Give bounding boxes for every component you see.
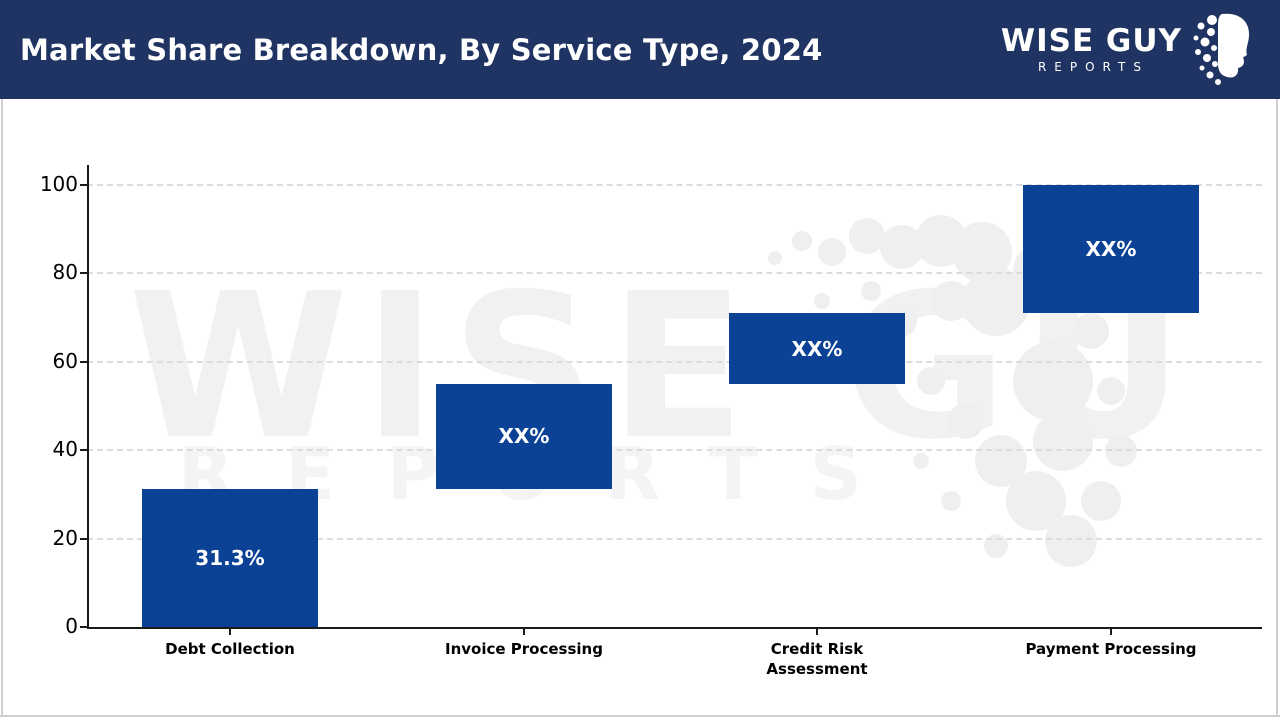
- y-axis-tick-mark: [80, 360, 87, 363]
- page-title: Market Share Breakdown, By Service Type,…: [20, 32, 823, 67]
- y-axis-tick-mark: [80, 272, 87, 275]
- x-axis-line: [87, 627, 1262, 629]
- x-axis-tick-mark: [1110, 629, 1112, 635]
- gridline-y-80: [87, 272, 1262, 275]
- bar-invoice-processing: XX%: [436, 383, 612, 489]
- image-border-right: [1276, 99, 1278, 715]
- y-axis-tick-mark: [80, 449, 87, 452]
- x-axis-category-label: Debt Collection: [165, 640, 295, 658]
- y-axis-tick-label: 80: [52, 260, 78, 285]
- logo-text: WISE GUY REPORTS: [1000, 23, 1182, 74]
- x-axis-category-label: Credit Risk Assessment: [766, 640, 868, 679]
- wise-guy-reports-logo: WISE GUY REPORTS: [1001, 10, 1254, 90]
- bar-value-label: 31.3%: [195, 545, 265, 570]
- y-axis-tick-label: 0: [65, 614, 78, 638]
- logo-subtitle: REPORTS: [1037, 60, 1149, 74]
- x-axis-tick-mark: [816, 629, 818, 635]
- x-axis-tick-mark: [229, 629, 231, 635]
- x-axis-category-label: Payment Processing: [1025, 640, 1197, 658]
- bar-debt-collection: 31.3%: [142, 488, 318, 627]
- bar-value-label: XX%: [498, 424, 550, 449]
- bar-value-label: XX%: [1085, 237, 1137, 262]
- x-axis-category-label: Invoice Processing: [445, 640, 603, 658]
- logo-face-icon: [1193, 13, 1250, 85]
- gridline-y-100: [87, 184, 1262, 186]
- y-axis-tick-label: 40: [52, 437, 78, 462]
- logo-wordmark: WISE GUY: [1000, 23, 1182, 59]
- y-axis-line: [87, 165, 89, 629]
- bar-credit-risk-assessment: XX%: [729, 313, 905, 384]
- header-bar: Market Share Breakdown, By Service Type,…: [0, 0, 1280, 99]
- gridline-y-60: [87, 360, 1262, 363]
- y-axis-tick-mark: [80, 184, 87, 186]
- y-axis-tick-label: 100: [39, 172, 78, 196]
- y-axis-tick-mark: [80, 626, 87, 628]
- image-border-left: [1, 99, 3, 715]
- bar-payment-processing: XX%: [1023, 185, 1199, 314]
- bar-value-label: XX%: [791, 336, 843, 361]
- x-axis-tick-mark: [523, 629, 525, 635]
- gridline-y-20: [87, 537, 1262, 540]
- y-axis-tick-label: 20: [52, 525, 78, 550]
- y-axis-tick-label: 60: [52, 348, 78, 373]
- gridline-y-40: [87, 449, 1262, 452]
- y-axis-tick-mark: [80, 537, 87, 540]
- image-border-bottom: [0, 715, 1280, 717]
